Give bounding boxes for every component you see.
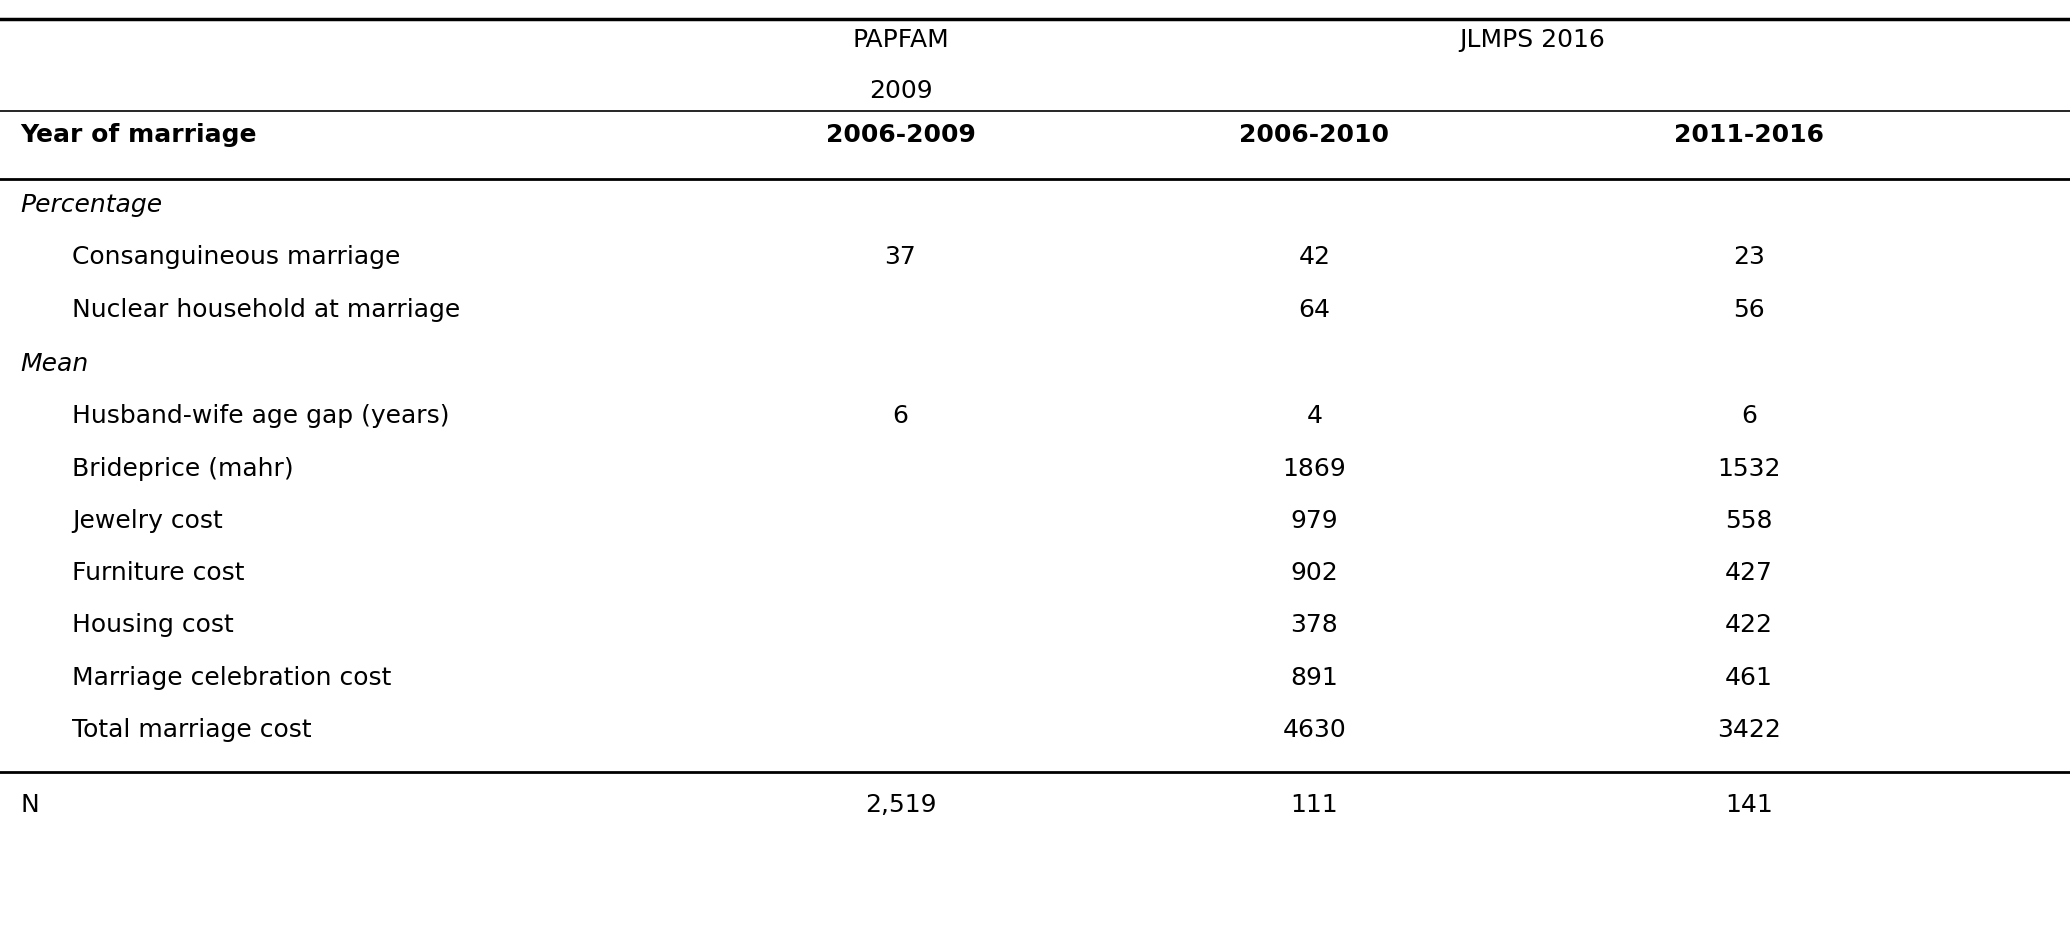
- Text: 4: 4: [1306, 404, 1323, 429]
- Text: PAPFAM: PAPFAM: [853, 28, 948, 52]
- Text: 37: 37: [884, 245, 917, 269]
- Text: 1869: 1869: [1283, 457, 1346, 480]
- Text: 2006-2009: 2006-2009: [826, 122, 975, 147]
- Text: 6: 6: [1741, 404, 1757, 429]
- Text: Consanguineous marriage: Consanguineous marriage: [72, 245, 402, 269]
- Text: 64: 64: [1298, 298, 1331, 321]
- Text: 2,519: 2,519: [865, 792, 936, 817]
- Text: 461: 461: [1724, 666, 1774, 690]
- Text: 378: 378: [1290, 613, 1339, 638]
- Text: 558: 558: [1726, 509, 1772, 533]
- Text: 427: 427: [1724, 561, 1774, 585]
- Text: Percentage: Percentage: [21, 193, 164, 218]
- Text: Mean: Mean: [21, 352, 89, 376]
- Text: 3422: 3422: [1718, 718, 1780, 741]
- Text: 422: 422: [1724, 613, 1774, 638]
- Text: 891: 891: [1290, 666, 1339, 690]
- Text: Housing cost: Housing cost: [72, 613, 234, 638]
- Text: 2011-2016: 2011-2016: [1675, 122, 1824, 147]
- Text: 4630: 4630: [1283, 718, 1346, 741]
- Text: Year of marriage: Year of marriage: [21, 122, 257, 147]
- Text: Brideprice (mahr): Brideprice (mahr): [72, 457, 294, 480]
- Text: 111: 111: [1290, 792, 1339, 817]
- Text: 979: 979: [1290, 509, 1339, 533]
- Text: Furniture cost: Furniture cost: [72, 561, 244, 585]
- Text: 42: 42: [1298, 245, 1331, 269]
- Text: JLMPS 2016: JLMPS 2016: [1459, 28, 1604, 52]
- Text: Jewelry cost: Jewelry cost: [72, 509, 224, 533]
- Text: Total marriage cost: Total marriage cost: [72, 718, 313, 741]
- Text: 23: 23: [1733, 245, 1766, 269]
- Text: Marriage celebration cost: Marriage celebration cost: [72, 666, 391, 690]
- Text: Nuclear household at marriage: Nuclear household at marriage: [72, 298, 462, 321]
- Text: Husband-wife age gap (years): Husband-wife age gap (years): [72, 404, 449, 429]
- Text: 902: 902: [1290, 561, 1339, 585]
- Text: 56: 56: [1733, 298, 1766, 321]
- Text: 1532: 1532: [1718, 457, 1780, 480]
- Text: 141: 141: [1724, 792, 1774, 817]
- Text: N: N: [21, 792, 39, 817]
- Text: 2006-2010: 2006-2010: [1240, 122, 1389, 147]
- Text: 6: 6: [892, 404, 909, 429]
- Text: 2009: 2009: [869, 79, 932, 103]
